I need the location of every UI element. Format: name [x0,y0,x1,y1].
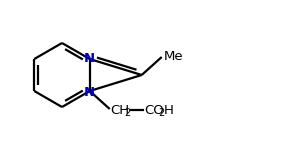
Text: 2: 2 [159,108,165,119]
Text: H: H [164,103,174,116]
Text: Me: Me [164,50,183,62]
Text: 2: 2 [124,108,131,119]
Text: N: N [84,52,95,65]
Text: CH: CH [111,103,130,116]
Text: CO: CO [145,103,165,116]
Text: N: N [84,86,95,99]
